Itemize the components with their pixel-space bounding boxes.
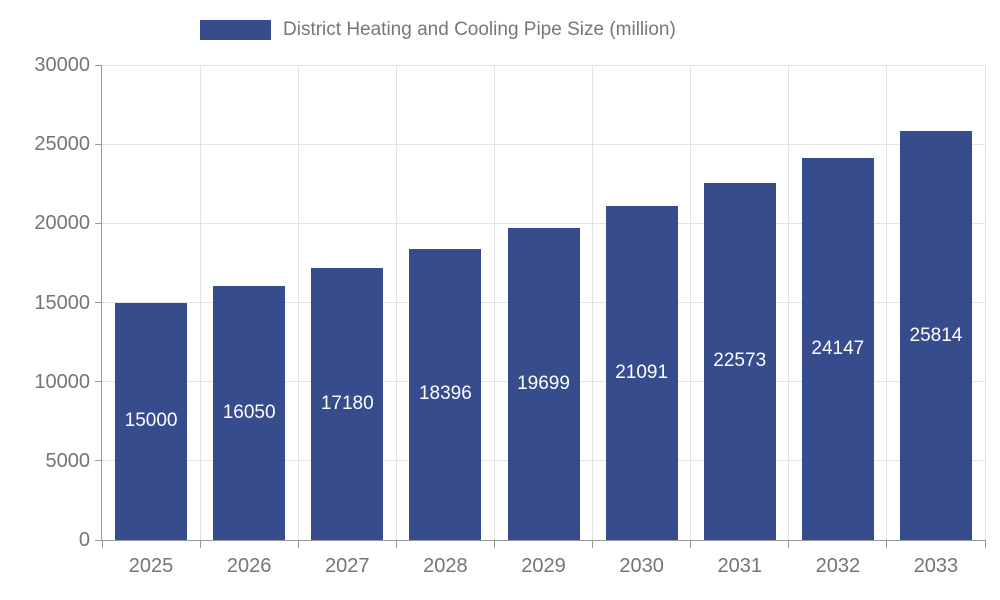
y-tick-mark — [95, 222, 102, 224]
y-gridline-25000 — [102, 143, 985, 145]
x-tick-mark — [297, 540, 299, 548]
x-gridline — [788, 65, 790, 540]
x-gridline — [886, 65, 888, 540]
y-axis-line — [101, 65, 102, 541]
y-tick-mark — [95, 64, 102, 66]
bar-value-label-2028: 18396 — [418, 383, 472, 405]
x-tick-label-2032: 2032 — [815, 555, 861, 577]
bar-2025[interactable]: 15000 — [115, 302, 188, 540]
x-gridline — [395, 65, 397, 540]
bar-2028[interactable]: 18396 — [409, 248, 482, 540]
x-tick-label-2025: 2025 — [128, 555, 174, 577]
y-tick-label-30000: 30000 — [34, 54, 90, 76]
y-tick-mark — [95, 143, 102, 145]
x-tick-label-2033: 2033 — [913, 555, 959, 577]
bar-2029[interactable]: 19699 — [507, 228, 580, 540]
bar-2032[interactable]: 24147 — [801, 157, 874, 540]
y-gridline-30000 — [102, 64, 985, 66]
legend-swatch — [200, 20, 271, 40]
y-gridline-20000 — [102, 222, 985, 224]
x-tick-mark — [886, 540, 888, 548]
x-tick-mark — [788, 540, 790, 548]
x-tick-mark — [199, 540, 201, 548]
bar-value-label-2027: 17180 — [320, 392, 374, 414]
y-tick-mark — [95, 381, 102, 383]
x-tick-label-2027: 2027 — [325, 555, 370, 577]
x-gridline — [984, 65, 986, 540]
y-tick-label-0: 0 — [78, 529, 90, 551]
bar-value-label-2030: 21091 — [615, 362, 669, 384]
x-gridline — [493, 65, 495, 540]
y-tick-mark — [95, 539, 102, 541]
bar-2027[interactable]: 17180 — [311, 267, 384, 540]
x-tick-mark — [493, 540, 495, 548]
bar-value-label-2026: 16050 — [222, 401, 276, 423]
y-tick-mark — [95, 302, 102, 303]
x-axis-line — [101, 540, 986, 541]
x-tick-label-2026: 2026 — [226, 555, 272, 577]
legend-label: District Heating and Cooling Pipe Size (… — [283, 19, 676, 40]
x-gridline — [199, 65, 201, 540]
x-tick-mark — [984, 540, 986, 548]
x-tick-label-2028: 2028 — [423, 555, 468, 577]
bar-value-label-2033: 25814 — [909, 324, 963, 346]
x-gridline — [592, 65, 594, 540]
y-tick-label-20000: 20000 — [34, 212, 90, 235]
bar-value-label-2031: 22573 — [713, 350, 767, 372]
y-tick-label-15000: 15000 — [34, 291, 90, 314]
bar-value-label-2032: 24147 — [811, 337, 865, 359]
x-tick-mark — [395, 540, 397, 548]
x-gridline — [297, 65, 299, 540]
bar-value-label-2029: 19699 — [517, 373, 570, 395]
bar-2026[interactable]: 16050 — [213, 285, 286, 540]
x-tick-mark — [592, 540, 594, 548]
x-tick-mark — [690, 540, 692, 548]
bar-2030[interactable]: 21091 — [605, 206, 678, 540]
y-tick-label-10000: 10000 — [34, 370, 90, 393]
bar-value-label-2025: 15000 — [124, 410, 178, 432]
bar-2033[interactable]: 25814 — [899, 131, 972, 540]
x-tick-label-2029: 2029 — [521, 555, 566, 577]
x-tick-label-2031: 2031 — [717, 555, 762, 577]
x-tick-mark — [101, 540, 103, 548]
x-tick-label-2030: 2030 — [619, 555, 664, 577]
chart-legend[interactable]: District Heating and Cooling Pipe Size (… — [200, 16, 676, 44]
x-gridline — [690, 65, 692, 540]
plot-area: 15000 16050 17180 18396 19699 21091 22573 24147… — [102, 64, 986, 540]
y-tick-mark — [95, 460, 102, 462]
y-tick-label-25000: 25000 — [34, 133, 90, 156]
bar-2031[interactable]: 22573 — [703, 182, 776, 540]
y-tick-label-5000: 5000 — [45, 449, 91, 472]
